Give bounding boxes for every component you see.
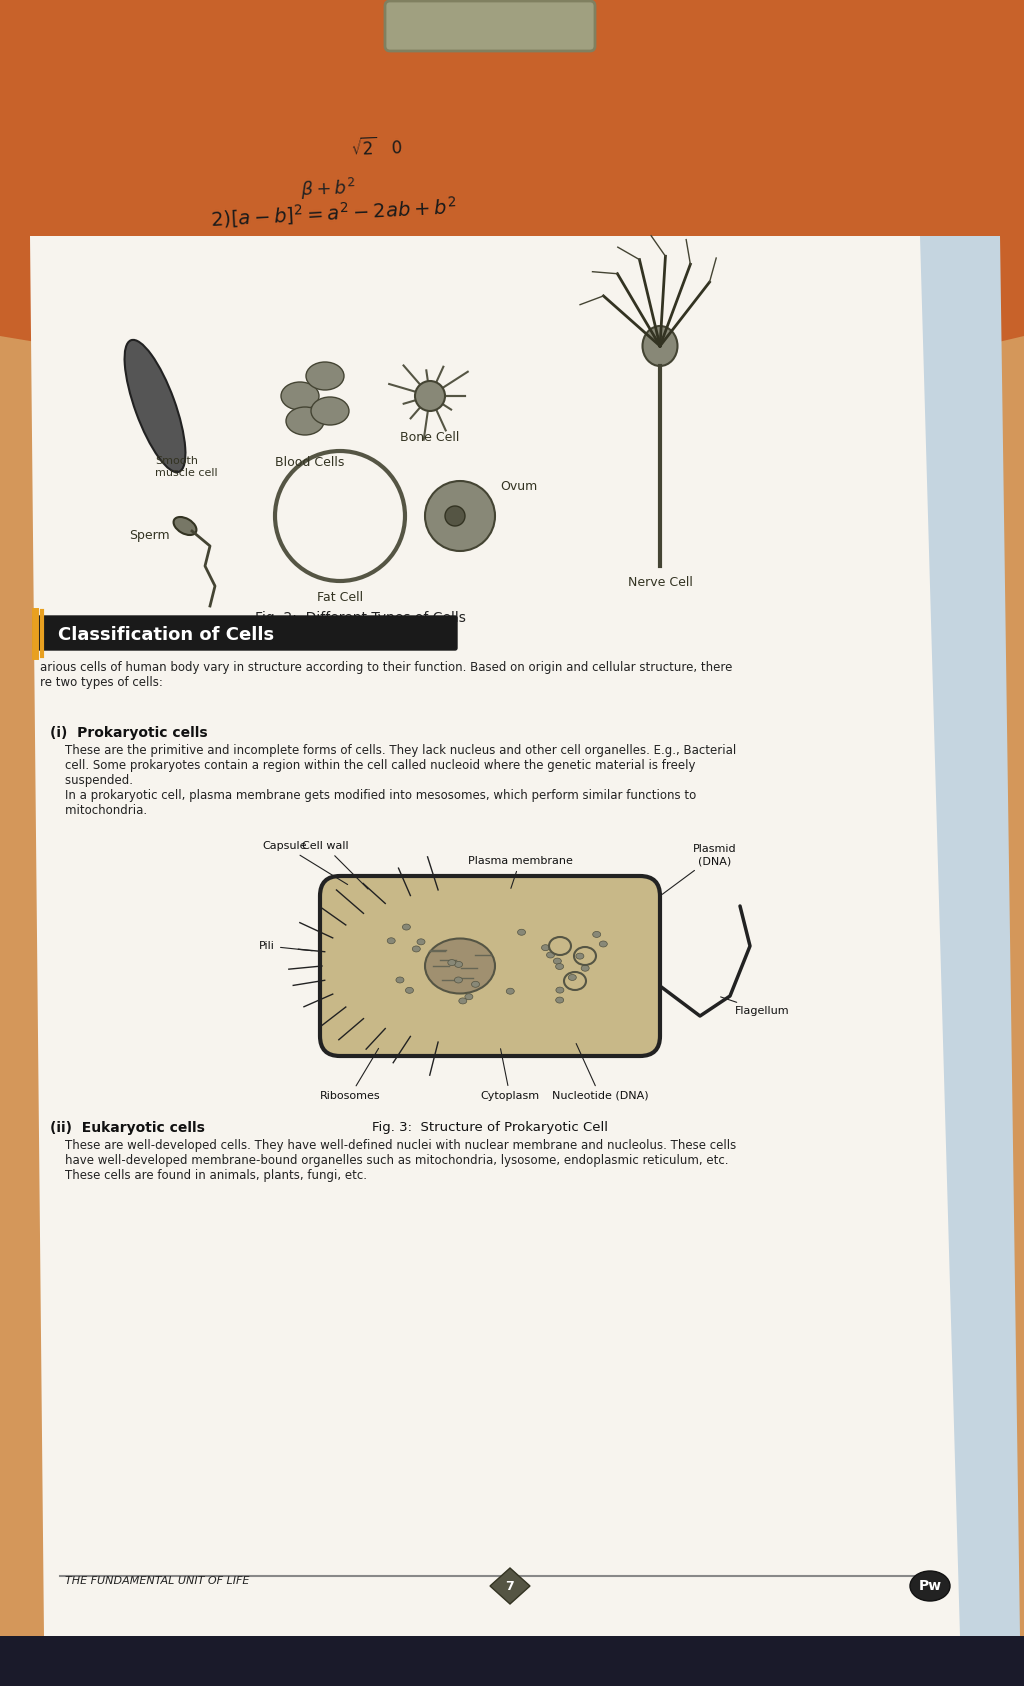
Text: Nucleotide (DNA): Nucleotide (DNA) <box>552 1044 648 1101</box>
Ellipse shape <box>402 924 411 931</box>
Ellipse shape <box>575 953 584 959</box>
Text: cell. Some prokaryotes contain a region within the cell called nucleoid where th: cell. Some prokaryotes contain a region … <box>50 759 695 772</box>
Text: Plasmid
(DNA): Plasmid (DNA) <box>663 845 737 894</box>
FancyBboxPatch shape <box>385 2 595 51</box>
Ellipse shape <box>517 929 525 936</box>
FancyBboxPatch shape <box>319 877 660 1055</box>
Ellipse shape <box>125 341 185 472</box>
Ellipse shape <box>417 939 425 944</box>
Text: Blood Cells: Blood Cells <box>275 455 345 469</box>
Ellipse shape <box>406 988 414 993</box>
Ellipse shape <box>593 931 601 937</box>
Polygon shape <box>0 0 1024 437</box>
Ellipse shape <box>556 986 564 993</box>
Text: Pw: Pw <box>919 1580 941 1593</box>
Text: These are well-developed cells. They have well-defined nuclei with nuclear membr: These are well-developed cells. They hav… <box>50 1140 736 1152</box>
Ellipse shape <box>553 958 561 964</box>
Text: Capsule: Capsule <box>263 841 347 885</box>
Ellipse shape <box>506 988 514 995</box>
Text: $\sqrt{2}$   $0$: $\sqrt{2}$ $0$ <box>350 137 402 160</box>
Ellipse shape <box>547 953 555 958</box>
Ellipse shape <box>425 939 495 993</box>
Text: (i)  Prokaryotic cells: (i) Prokaryotic cells <box>50 727 208 740</box>
Ellipse shape <box>582 964 589 971</box>
Text: (ii)  Eukaryotic cells: (ii) Eukaryotic cells <box>50 1121 205 1135</box>
Text: Fig. 2:  Different Types of Cells: Fig. 2: Different Types of Cells <box>255 610 466 626</box>
Ellipse shape <box>556 996 563 1003</box>
Polygon shape <box>490 1568 530 1603</box>
Ellipse shape <box>306 362 344 389</box>
Ellipse shape <box>455 961 463 968</box>
Text: Flagellum: Flagellum <box>721 996 790 1017</box>
Text: mitochondria.: mitochondria. <box>50 804 147 818</box>
Ellipse shape <box>471 981 479 988</box>
Text: Ovum: Ovum <box>500 479 538 492</box>
Ellipse shape <box>447 959 456 966</box>
Text: Sperm: Sperm <box>129 529 170 543</box>
Ellipse shape <box>455 976 463 983</box>
Ellipse shape <box>425 481 495 551</box>
Text: Fat Cell: Fat Cell <box>317 592 364 604</box>
Text: Cytoplasm: Cytoplasm <box>480 1049 540 1101</box>
Text: Pili: Pili <box>259 941 312 951</box>
Text: suspended.: suspended. <box>50 774 133 787</box>
Text: Bone Cell: Bone Cell <box>400 432 460 443</box>
Ellipse shape <box>445 506 465 526</box>
Text: In a prokaryotic cell, plasma membrane gets modified into mesosomes, which perfo: In a prokaryotic cell, plasma membrane g… <box>50 789 696 803</box>
Text: Fig. 3:  Structure of Prokaryotic Cell: Fig. 3: Structure of Prokaryotic Cell <box>372 1121 608 1135</box>
Ellipse shape <box>311 396 349 425</box>
Text: $\beta + b^2$: $\beta + b^2$ <box>300 175 356 202</box>
Text: Smooth
muscle cell: Smooth muscle cell <box>155 455 218 477</box>
Polygon shape <box>0 1635 1024 1686</box>
Ellipse shape <box>281 383 319 410</box>
Ellipse shape <box>910 1571 950 1602</box>
Ellipse shape <box>642 325 678 366</box>
Ellipse shape <box>286 406 324 435</box>
Text: Classification of Cells: Classification of Cells <box>58 626 274 644</box>
Ellipse shape <box>599 941 607 948</box>
Ellipse shape <box>173 518 197 534</box>
Text: Ribosomes: Ribosomes <box>319 1049 380 1101</box>
Ellipse shape <box>465 993 473 1000</box>
Text: have well-developed membrane-bound organelles such as mitochondria, lysosome, en: have well-developed membrane-bound organ… <box>50 1153 728 1167</box>
Text: re two types of cells:: re two types of cells: <box>40 676 163 690</box>
Ellipse shape <box>396 976 403 983</box>
Ellipse shape <box>568 975 577 981</box>
Text: These cells are found in animals, plants, fungi, etc.: These cells are found in animals, plants… <box>50 1168 367 1182</box>
Ellipse shape <box>413 946 420 953</box>
Text: Nerve Cell: Nerve Cell <box>628 577 692 588</box>
Ellipse shape <box>415 381 445 411</box>
Ellipse shape <box>459 998 467 1003</box>
Ellipse shape <box>556 963 563 969</box>
FancyBboxPatch shape <box>33 615 457 651</box>
Ellipse shape <box>542 944 550 951</box>
Polygon shape <box>30 236 980 1635</box>
Text: Cell wall: Cell wall <box>302 841 368 889</box>
Polygon shape <box>920 236 1020 1635</box>
Text: THE FUNDAMENTAL UNIT OF LIFE: THE FUNDAMENTAL UNIT OF LIFE <box>65 1576 250 1587</box>
Ellipse shape <box>387 937 395 944</box>
Text: $2)[a - b]^2 = a^2 - 2ab + b^2$: $2)[a - b]^2 = a^2 - 2ab + b^2$ <box>210 194 458 231</box>
Text: Plasma membrane: Plasma membrane <box>468 856 572 889</box>
Text: arious cells of human body vary in structure according to their function. Based : arious cells of human body vary in struc… <box>40 661 732 674</box>
Text: 7: 7 <box>506 1580 514 1593</box>
Text: These are the primitive and incomplete forms of cells. They lack nucleus and oth: These are the primitive and incomplete f… <box>50 744 736 757</box>
